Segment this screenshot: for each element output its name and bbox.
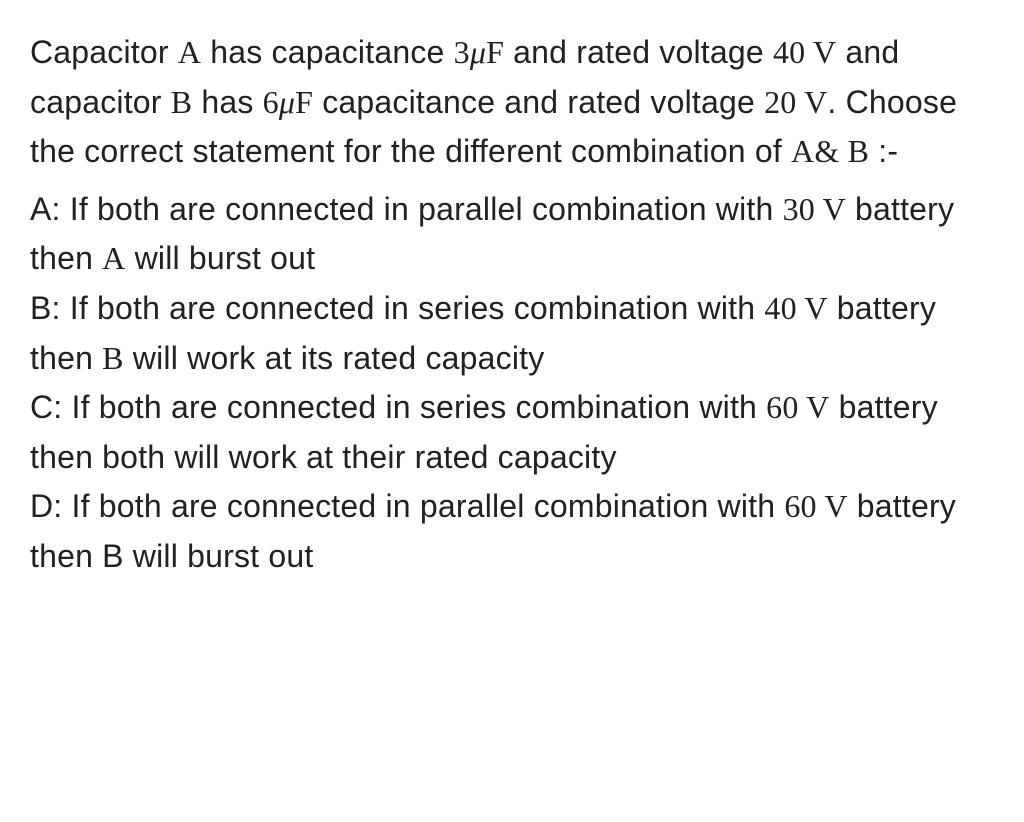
text: :-: [869, 133, 898, 169]
text: and rated voltage: [504, 34, 773, 70]
unit-f: F: [486, 34, 504, 70]
text: Capacitor: [30, 34, 178, 70]
text: capacitance and rated voltage: [313, 84, 764, 120]
variable-b: B: [171, 84, 193, 120]
text: has: [192, 84, 262, 120]
text: If both are connected in series combinat…: [72, 389, 767, 425]
option-d: D: If both are connected in parallel com…: [30, 482, 994, 581]
text: If both are connected in parallel combin…: [70, 191, 783, 227]
value: 6: [263, 84, 279, 120]
unit-mu: μ: [279, 84, 295, 120]
value: 60 V: [766, 389, 829, 425]
value: 30 V: [783, 191, 846, 227]
option-label: B:: [30, 290, 70, 326]
value: 3: [454, 34, 470, 70]
ampersand: &: [814, 133, 847, 169]
value: 20 V: [764, 84, 827, 120]
option-b: B: If both are connected in series combi…: [30, 284, 994, 383]
text: will work at its rated capacity: [124, 340, 545, 376]
value: 40 V: [773, 34, 836, 70]
option-label: C:: [30, 389, 72, 425]
option-a: A: If both are connected in parallel com…: [30, 185, 994, 284]
unit-f: F: [295, 84, 313, 120]
variable-b: B: [848, 133, 870, 169]
text: will burst out: [125, 240, 315, 276]
value: 40 V: [764, 290, 827, 326]
variable-b: B: [102, 340, 124, 376]
option-label: D:: [30, 488, 72, 524]
value: 60 V: [784, 488, 847, 524]
variable-a: A: [791, 133, 814, 169]
option-label: A:: [30, 191, 70, 227]
text: has capacitance: [201, 34, 453, 70]
text: If both are connected in series combinat…: [70, 290, 765, 326]
variable-a: A: [102, 240, 125, 276]
unit-mu: μ: [470, 34, 486, 70]
question-stem: Capacitor A has capacitance 3μF and rate…: [30, 28, 994, 177]
variable-a: A: [178, 34, 201, 70]
text: If both are connected in parallel combin…: [72, 488, 785, 524]
option-c: C: If both are connected in series combi…: [30, 383, 994, 482]
question-block: Capacitor A has capacitance 3μF and rate…: [30, 28, 994, 582]
